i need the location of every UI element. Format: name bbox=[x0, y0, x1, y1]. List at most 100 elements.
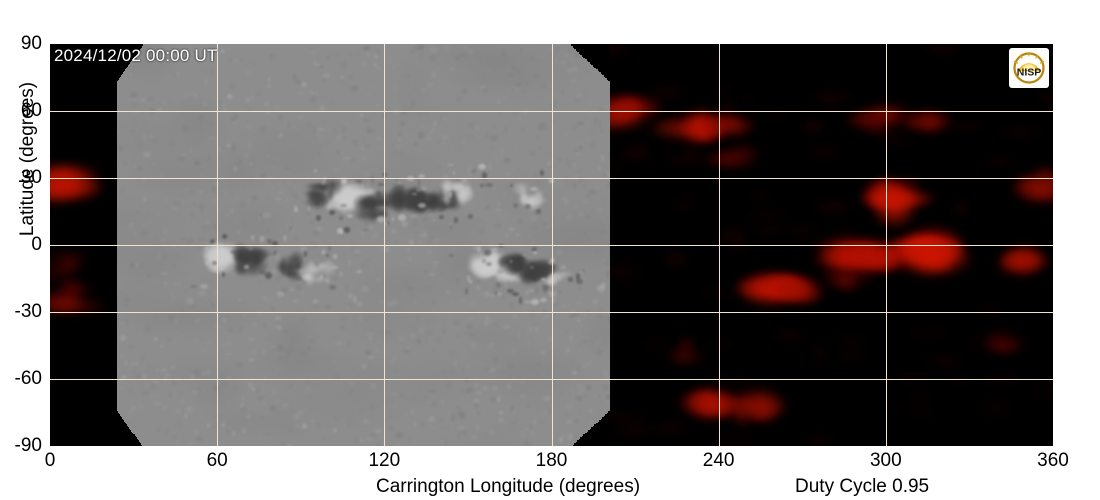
quiet-sun-granule bbox=[275, 367, 279, 372]
farside-background-speckle bbox=[833, 345, 881, 355]
quiet-sun-granule bbox=[488, 163, 493, 170]
quiet-sun-granule bbox=[315, 133, 323, 140]
quiet-sun-granule bbox=[446, 381, 454, 388]
quiet-sun-granule bbox=[221, 392, 229, 395]
quiet-sun-granule bbox=[213, 289, 218, 296]
plage-element bbox=[418, 174, 426, 179]
quiet-sun-granule bbox=[285, 223, 291, 227]
polar-coverage-taper bbox=[605, 75, 610, 79]
quiet-sun-granule bbox=[572, 114, 579, 117]
magnetogram-plot-area[interactable]: 2024/12/02 00:00 UT NISP bbox=[50, 44, 1053, 446]
quiet-sun-granule bbox=[443, 154, 447, 156]
quiet-sun-granule bbox=[366, 95, 370, 97]
quiet-sun-granule bbox=[296, 283, 303, 290]
quiet-sun-granule bbox=[398, 130, 401, 137]
quiet-sun-granule bbox=[302, 198, 308, 202]
quiet-sun-granule bbox=[454, 415, 459, 420]
quiet-sun-granule bbox=[444, 136, 450, 141]
quiet-sun-granule bbox=[174, 201, 180, 205]
quiet-sun-granule bbox=[334, 137, 337, 144]
quiet-sun-granule bbox=[578, 53, 584, 58]
quiet-sun-granule bbox=[156, 212, 159, 218]
quiet-sun-granule bbox=[347, 341, 352, 348]
quiet-sun-granule bbox=[515, 233, 522, 237]
quiet-sun-granule bbox=[135, 419, 140, 421]
quiet-sun-granule bbox=[205, 220, 210, 225]
quiet-sun-granule bbox=[418, 223, 425, 229]
quiet-sun-granule bbox=[462, 140, 467, 146]
polar-coverage-taper bbox=[116, 421, 126, 424]
quiet-sun-granule bbox=[498, 110, 501, 115]
quiet-sun-granule bbox=[195, 429, 198, 432]
quiet-sun-granule bbox=[398, 326, 402, 332]
farside-background-speckle bbox=[672, 200, 696, 211]
polar-coverage-taper bbox=[591, 427, 610, 430]
quiet-sun-granule bbox=[526, 403, 528, 407]
quiet-sun-granule bbox=[156, 368, 159, 373]
quiet-sun-granule bbox=[339, 152, 346, 155]
quiet-sun-granule bbox=[202, 69, 207, 72]
quiet-sun-granule bbox=[172, 266, 175, 273]
quiet-sun-granule bbox=[135, 261, 139, 268]
quiet-sun-granule bbox=[528, 247, 535, 253]
quiet-sun-granule bbox=[247, 143, 252, 148]
polar-coverage-taper bbox=[580, 437, 610, 440]
y-tick-label: 60 bbox=[20, 100, 42, 121]
quiet-sun-granule bbox=[425, 337, 428, 343]
quiet-sun-granule bbox=[529, 55, 535, 61]
quiet-sun-granule bbox=[583, 231, 587, 233]
active-region-flux-patch bbox=[338, 193, 354, 215]
plage-element bbox=[507, 289, 515, 294]
quiet-sun-granule bbox=[532, 420, 537, 425]
quiet-sun-granule bbox=[215, 322, 223, 329]
magnetogram-shading-patch bbox=[116, 281, 208, 301]
quiet-sun-granule bbox=[483, 320, 489, 326]
plage-element bbox=[319, 273, 324, 279]
y-axis-label: Latitude (degrees) bbox=[17, 81, 38, 237]
active-region-flux-patch bbox=[550, 272, 566, 280]
quiet-sun-granule bbox=[133, 424, 136, 427]
quiet-sun-granule bbox=[167, 99, 174, 104]
quiet-sun-granule bbox=[368, 356, 374, 359]
quiet-sun-granule bbox=[368, 404, 375, 409]
quiet-sun-granule bbox=[179, 194, 186, 197]
quiet-sun-granule bbox=[190, 85, 194, 87]
polar-coverage-taper bbox=[581, 435, 610, 439]
quiet-sun-granule bbox=[259, 127, 265, 134]
quiet-sun-granule bbox=[576, 406, 579, 410]
quiet-sun-granule bbox=[561, 391, 564, 396]
quiet-sun-granule bbox=[225, 329, 230, 334]
quiet-sun-granule bbox=[490, 396, 497, 402]
quiet-sun-granule bbox=[428, 273, 435, 276]
quiet-sun-granule bbox=[481, 269, 489, 272]
quiet-sun-granule bbox=[497, 103, 504, 106]
nisp-logo[interactable]: NISP bbox=[1009, 48, 1049, 88]
plage-element bbox=[445, 180, 454, 186]
farside-background-speckle bbox=[841, 245, 876, 255]
quiet-sun-granule bbox=[455, 373, 459, 377]
quiet-sun-granule bbox=[275, 197, 283, 201]
quiet-sun-granule bbox=[272, 252, 278, 258]
plage-element bbox=[293, 203, 297, 209]
quiet-sun-granule bbox=[204, 78, 209, 85]
farside-flux-blob bbox=[50, 251, 90, 270]
quiet-sun-granule bbox=[181, 282, 188, 287]
quiet-sun-granule bbox=[455, 283, 461, 288]
quiet-sun-granule bbox=[277, 345, 284, 353]
quiet-sun-granule bbox=[544, 224, 551, 228]
quiet-sun-granule bbox=[374, 48, 382, 55]
quiet-sun-granule bbox=[247, 422, 254, 425]
quiet-sun-granule bbox=[196, 140, 201, 144]
active-region-flux-patch bbox=[349, 191, 370, 201]
quiet-sun-granule bbox=[245, 268, 250, 275]
quiet-sun-granule bbox=[547, 336, 555, 342]
quiet-sun-granule bbox=[246, 444, 250, 446]
quiet-sun-granule bbox=[343, 152, 348, 156]
quiet-sun-granule bbox=[225, 352, 233, 356]
quiet-sun-granule bbox=[225, 213, 230, 217]
polar-coverage-taper bbox=[592, 425, 610, 429]
quiet-sun-granule bbox=[337, 151, 340, 154]
active-region-flux-patch bbox=[436, 189, 450, 202]
polar-coverage-taper bbox=[116, 444, 142, 446]
quiet-sun-granule bbox=[366, 333, 374, 337]
